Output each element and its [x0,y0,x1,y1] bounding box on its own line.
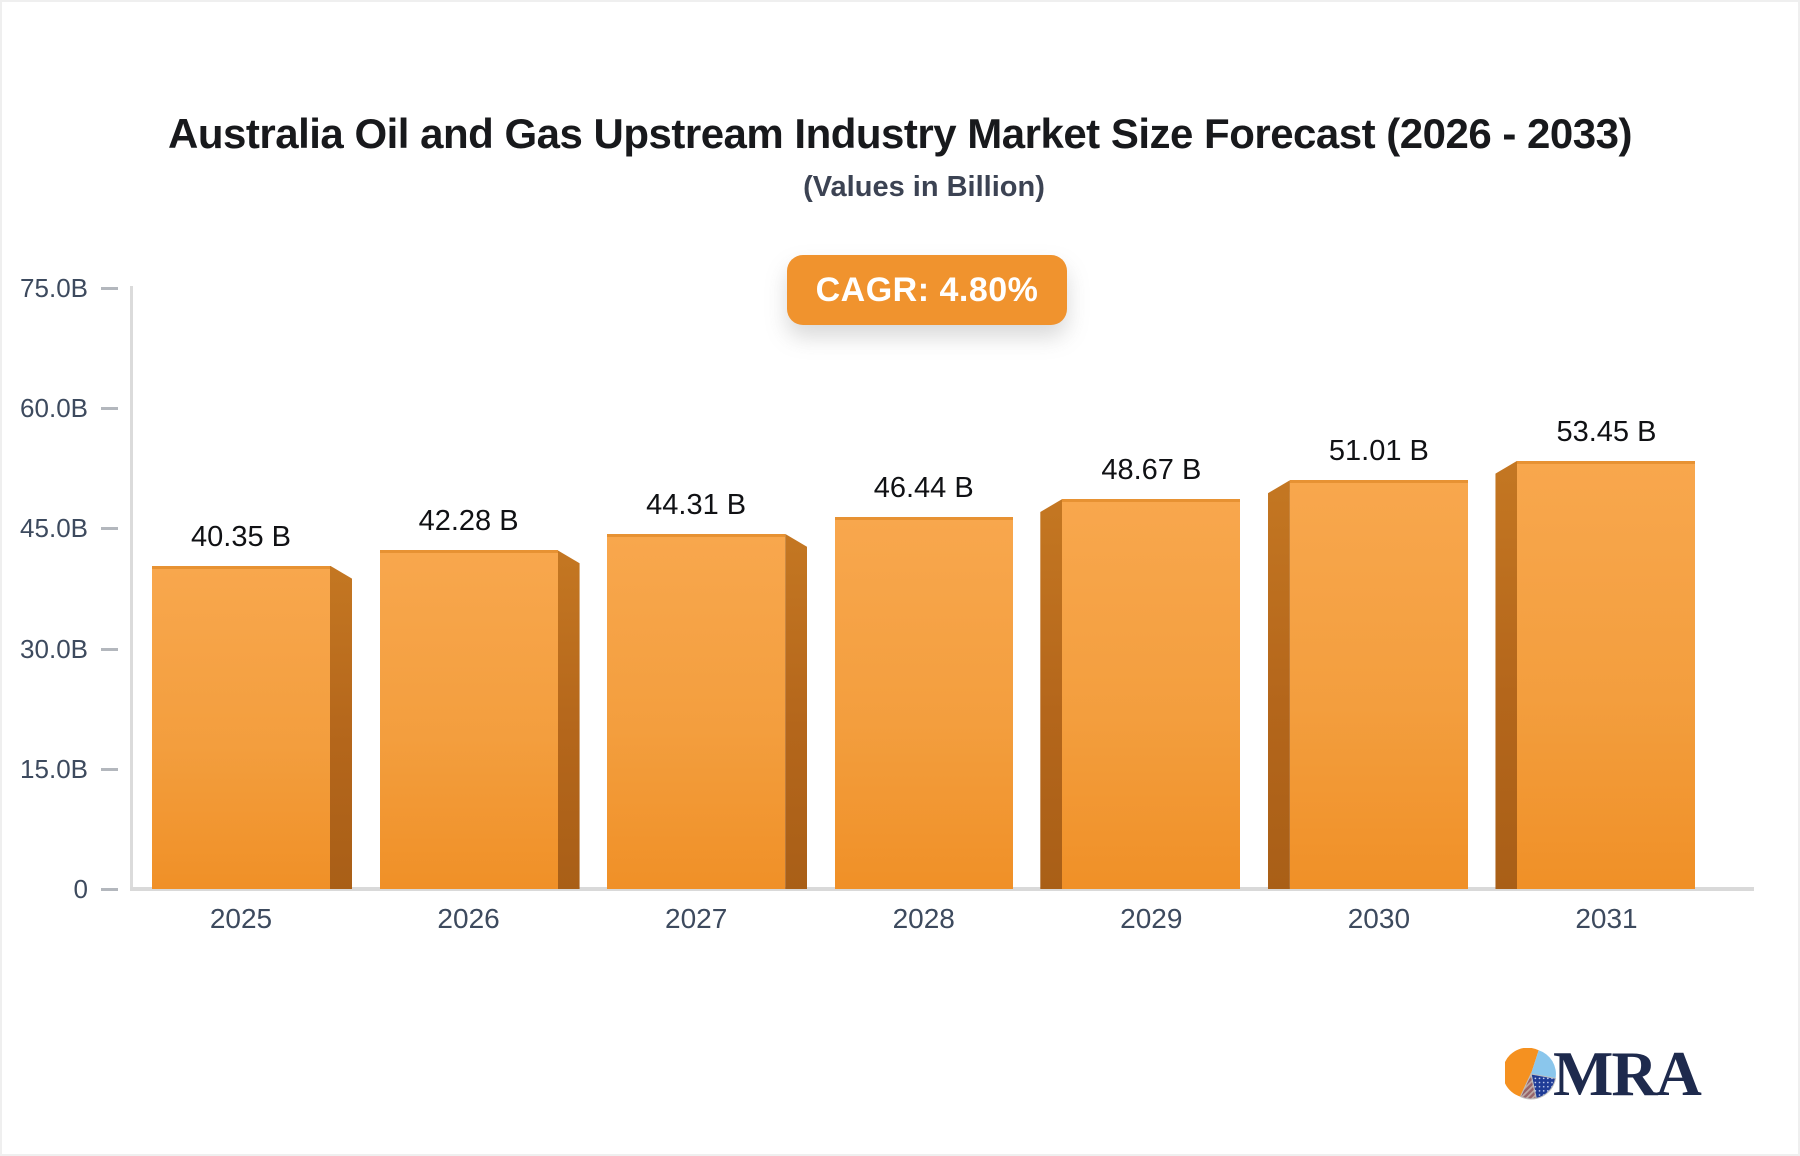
y-tick-label-15.0B: 15.0B [20,753,88,784]
bar-2030[interactable] [1289,480,1468,889]
x-tick-label-2025: 2025 [209,903,273,934]
bar-value-label-2031: 53.45 B [1556,415,1657,448]
chart-title: Australia Oil and Gas Upstream Industry … [168,110,1632,157]
y-tick-mark [101,287,118,290]
y-tick-label-75.0B: 75.0B [20,273,88,303]
bar-2031[interactable] [1517,460,1696,889]
x-tick-label-2029: 2029 [1120,903,1183,934]
bar-2025[interactable] [152,565,330,889]
bar-2030-side-face [1267,480,1290,889]
logo-text: MRA [1553,1038,1702,1109]
cagr-badge: CAGR: 4.80% [787,255,1067,325]
x-tick-label-2028: 2028 [892,903,955,934]
y-tick-label-60.0B: 60.0B [20,393,88,424]
bar-value-label-2025: 40.35 B [191,520,291,553]
bar-2025-side-face [330,565,352,889]
y-axis-line [130,286,133,891]
bar-2029[interactable] [1062,498,1241,889]
pie-chart-logo-icon [1505,1048,1557,1100]
chart-subtitle: (Values in Billion) [803,171,1045,203]
bar-value-label-2026: 42.28 B [418,505,519,538]
bar-2031-side-face [1495,460,1518,889]
y-tick-mark [101,647,118,651]
y-tick-mark [101,407,118,411]
x-tick-label-2026: 2026 [437,903,500,934]
bar-2027-side-face [785,533,808,889]
bar-value-label-2029: 48.67 B [1101,453,1202,486]
bar-2027[interactable] [607,533,786,889]
x-tick-label-2030: 2030 [1347,903,1411,934]
bar-2028[interactable] [834,516,1013,889]
bar-value-label-2027: 44.31 B [646,488,747,521]
y-tick-mark [101,527,118,531]
y-tick-label-30.0B: 30.0B [20,633,88,664]
bar-2026[interactable] [379,550,558,889]
cagr-badge-label: CAGR: 4.80% [815,270,1039,309]
y-tick-mark [101,888,118,891]
bar-value-label-2030: 51.01 B [1328,435,1429,468]
x-axis-line [130,887,1754,891]
brand-logo: MRA [1505,1038,1702,1109]
bar-2026-side-face [557,550,580,889]
y-tick-mark [101,767,118,771]
x-tick-label-2031: 2031 [1575,903,1638,934]
bar-value-label-2028: 46.44 B [873,471,974,504]
y-tick-label-45.0B: 45.0B [20,513,88,544]
x-tick-label-2027: 2027 [665,903,728,934]
y-tick-label-0: 0 [73,874,88,904]
bar-2029-side-face [1040,498,1063,889]
